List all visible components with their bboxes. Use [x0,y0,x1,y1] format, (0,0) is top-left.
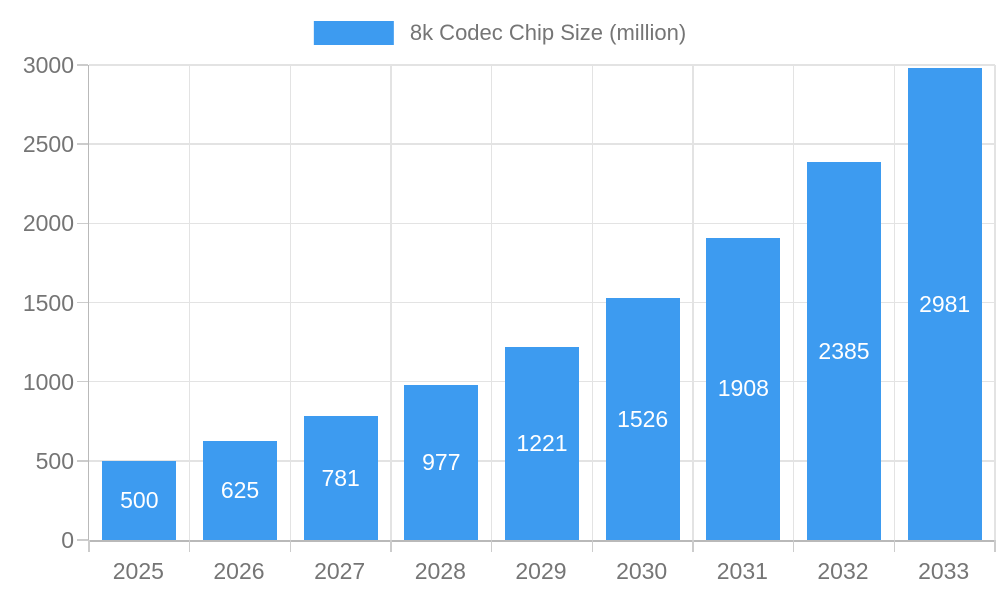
y-axis-label: 2000 [22,210,74,237]
bar-value-label: 625 [220,477,260,504]
gridline-vertical [994,65,996,540]
legend-label: 8k Codec Chip Size (million) [409,20,687,45]
x-axis-tick [591,540,594,552]
y-axis-tick [77,539,88,541]
y-axis-tick [77,301,88,304]
gridline-vertical [289,65,292,540]
bar-2025[interactable]: 500 [102,460,177,540]
x-axis-label: 2026 [213,558,265,584]
plot-area: 500 625 781 977 1221 1526 1908 2385 2981 [77,64,996,552]
y-axis-label: 500 [35,447,74,474]
gridline-vertical [792,65,795,540]
x-axis-label: 2025 [112,558,164,584]
y-axis-tick [77,460,88,462]
bar-value-label: 977 [422,449,461,476]
y-axis-label: 0 [61,527,74,553]
bar-2027[interactable]: 781 [303,416,378,540]
bar-2032[interactable]: 2385 [807,162,881,540]
x-axis-label: 2028 [414,558,466,584]
bar-2028[interactable]: 977 [404,385,479,540]
bar-value-label: 781 [321,464,360,491]
gridline-vertical [591,65,594,540]
x-axis-label: 2031 [716,558,768,584]
gridline-vertical [390,65,392,540]
y-axis-label: 3000 [22,52,74,78]
bar-2030[interactable]: 1526 [605,298,680,540]
x-axis-label: 2029 [515,558,567,584]
bar-value-label: 1526 [617,405,669,432]
bar-value-label: 1908 [717,375,769,402]
y-axis-tick [77,222,88,225]
bar-2029[interactable]: 1221 [505,346,579,540]
y-axis-tick [77,64,88,66]
y-axis-label: 1000 [22,368,74,395]
x-axis-label: 2027 [314,558,366,584]
bar-2033[interactable]: 2981 [907,68,982,540]
bar-value-label: 2981 [919,290,971,317]
x-axis-tick [188,540,191,552]
x-axis-tick [390,540,392,552]
legend-swatch [313,21,394,45]
bar-2031[interactable]: 1908 [706,237,781,540]
y-axis-label: 1500 [22,289,74,316]
x-axis-tick [792,540,795,552]
x-axis-tick [88,540,90,552]
bar-2026[interactable]: 625 [203,441,277,540]
x-axis-tick [692,540,694,552]
gridline-vertical [692,65,694,540]
gridline-horizontal [89,64,995,66]
x-axis-tick [490,540,493,552]
gridline-vertical [490,65,493,540]
x-axis-label: 2032 [817,558,869,584]
x-axis-tick [289,540,292,552]
x-axis-tick [994,540,996,552]
x-axis-label: 2030 [616,558,668,584]
x-axis-tick [893,540,896,552]
y-axis-tick [77,143,88,145]
bar-value-label: 1221 [516,429,568,456]
bar-value-label: 500 [120,486,159,513]
y-axis-tick [77,380,88,383]
y-axis-label: 2500 [22,131,74,158]
gridline-horizontal [89,143,995,145]
legend[interactable]: 8k Codec Chip Size (million) [313,20,687,46]
gridline-horizontal [89,301,995,304]
gridline-vertical [893,65,896,540]
gridline-vertical [188,65,191,540]
x-axis-label: 2033 [918,558,970,584]
bar-value-label: 2385 [818,337,870,364]
gridline-horizontal [89,222,995,225]
